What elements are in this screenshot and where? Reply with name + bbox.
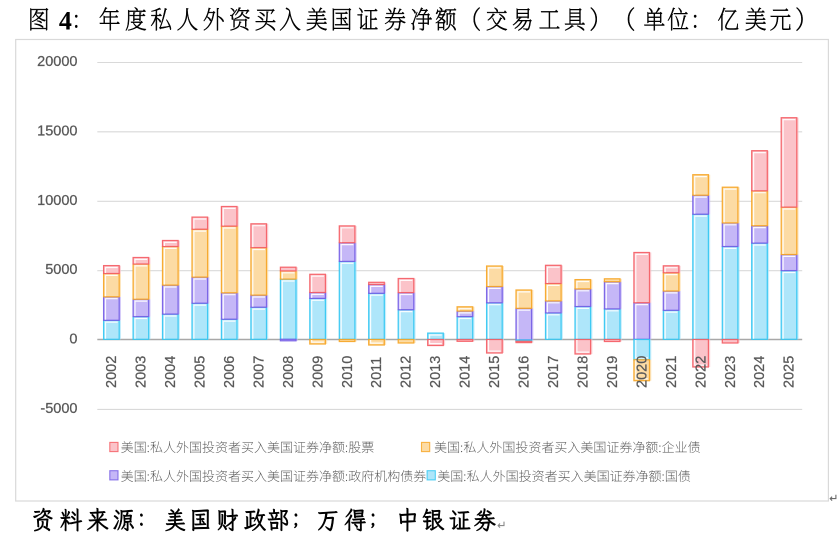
svg-text:2020: 2020 (634, 356, 650, 388)
svg-text:20000: 20000 (37, 54, 77, 70)
svg-text:2013: 2013 (428, 356, 444, 388)
svg-text:2007: 2007 (251, 356, 267, 388)
svg-text:5000: 5000 (45, 262, 77, 278)
svg-text:2024: 2024 (752, 356, 768, 388)
svg-text:2010: 2010 (340, 356, 356, 388)
svg-text:2002: 2002 (104, 356, 120, 388)
svg-text:2023: 2023 (723, 356, 739, 388)
svg-text:2018: 2018 (576, 356, 592, 388)
svg-text:2012: 2012 (399, 356, 415, 388)
svg-text:2008: 2008 (281, 356, 297, 388)
svg-text:2015: 2015 (487, 356, 503, 388)
svg-text:2004: 2004 (163, 356, 179, 388)
svg-text:2009: 2009 (310, 356, 326, 388)
svg-text:-5000: -5000 (40, 401, 77, 417)
svg-text:2014: 2014 (458, 356, 474, 388)
svg-text:2006: 2006 (222, 356, 238, 388)
svg-text:2011: 2011 (369, 357, 385, 388)
svg-text:2016: 2016 (517, 356, 533, 388)
svg-text:0: 0 (69, 332, 77, 348)
svg-text:2003: 2003 (134, 356, 150, 388)
svg-text:2022: 2022 (693, 356, 709, 388)
svg-text:10000: 10000 (37, 193, 77, 209)
svg-text:2019: 2019 (605, 356, 621, 388)
svg-text:2025: 2025 (782, 356, 798, 388)
svg-text:4: 4 (59, 6, 72, 35)
svg-text:2005: 2005 (193, 356, 209, 388)
svg-text:2017: 2017 (546, 356, 562, 388)
svg-text:15000: 15000 (37, 123, 77, 139)
svg-text:2021: 2021 (664, 356, 680, 388)
